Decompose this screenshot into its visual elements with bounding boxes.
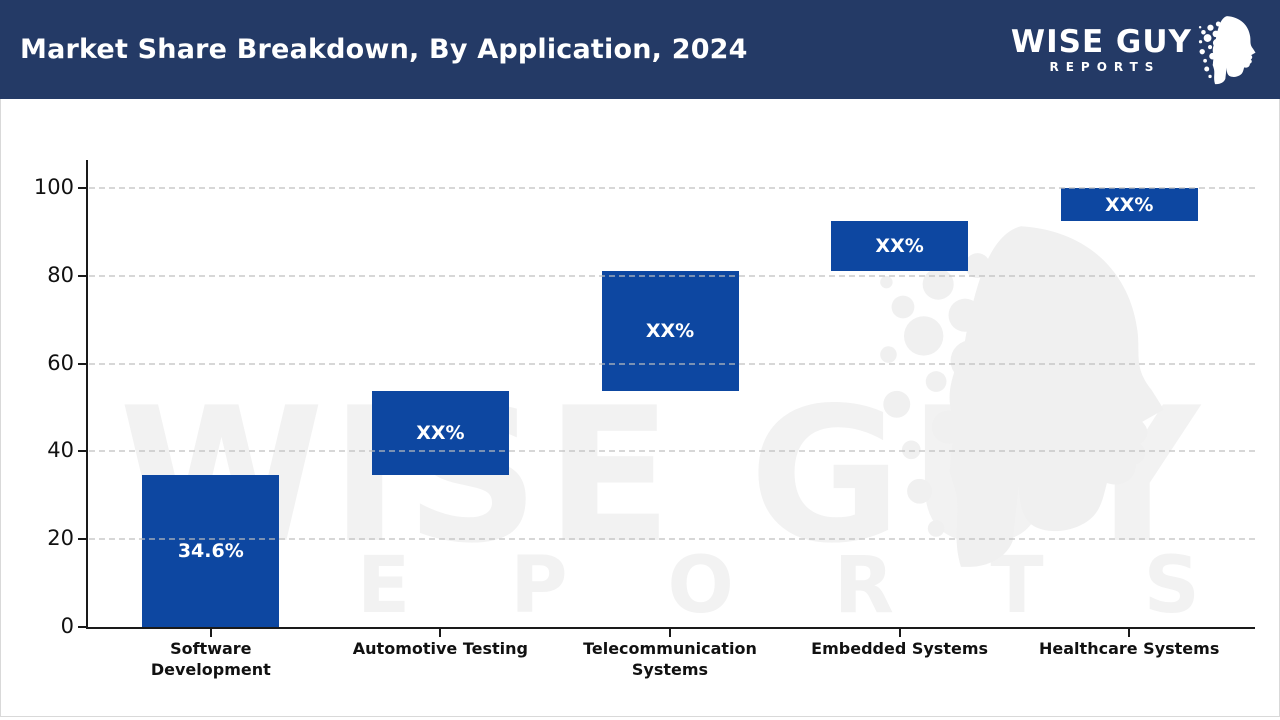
logo-wordmark: WISE GUY — [1010, 23, 1192, 60]
bar-healthcare-systems: XX% — [1060, 188, 1198, 222]
y-tick-80 — [78, 274, 87, 277]
gridline-80 — [89, 274, 1255, 277]
y-tick-0 — [78, 626, 87, 628]
x-tick-embedded-systems — [898, 629, 901, 637]
y-tick-label-80: 80 — [47, 262, 74, 287]
y-tick-label-60: 60 — [47, 350, 74, 375]
y-tick-100 — [78, 187, 87, 189]
y-tick-60 — [78, 362, 87, 365]
x-tick-telecommunication-systems — [669, 629, 671, 637]
gridline-60 — [89, 362, 1255, 365]
bar-value-label-telecommunication-systems: XX% — [645, 319, 695, 342]
x-category-label-embedded-systems: Embedded Systems — [811, 639, 989, 658]
wiseguy-logo-text: WISE GUY REPORTS — [1010, 23, 1192, 74]
x-axis-line — [86, 627, 1255, 629]
gridline-100 — [89, 187, 1255, 189]
y-tick-label-20: 20 — [47, 526, 74, 551]
bar-value-label-embedded-systems: XX% — [875, 234, 924, 257]
y-axis-line — [86, 160, 88, 629]
wiseguy-logo: WISE GUY REPORTS — [1011, 10, 1258, 90]
bar-software-development: 34.6% — [142, 475, 280, 627]
x-tick-automotive-testing — [439, 629, 442, 637]
x-category-label-automotive-testing: Automotive Testing — [352, 639, 528, 658]
x-category-label-healthcare-systems: Healthcare Systems — [1039, 639, 1220, 658]
x-category-label-software-development: Software Development — [150, 639, 271, 679]
x-category-label-telecommunication-systems: Telecommunication Systems — [583, 639, 757, 679]
page-title: Market Share Breakdown, By Application, … — [20, 34, 748, 65]
bar-embedded-systems: XX% — [831, 221, 969, 271]
bar-value-label-software-development: 34.6% — [177, 540, 244, 563]
bar-telecommunication-systems: XX% — [601, 270, 739, 391]
logo-subtitle: REPORTS — [1049, 59, 1161, 74]
y-tick-label-100: 100 — [33, 175, 74, 199]
gridline-20 — [89, 538, 1255, 541]
bar-value-label-healthcare-systems: XX% — [1105, 193, 1154, 216]
x-tick-healthcare-systems — [1128, 629, 1131, 637]
y-tick-40 — [78, 450, 87, 453]
bar-automotive-testing: XX% — [371, 390, 509, 476]
y-tick-20 — [78, 538, 87, 541]
gridline-40 — [89, 450, 1255, 453]
header-bar: Market Share Breakdown, By Application, … — [0, 0, 1280, 99]
bar-value-label-automotive-testing: XX% — [416, 421, 465, 444]
y-tick-label-0: 0 — [60, 614, 74, 638]
y-tick-label-40: 40 — [47, 438, 74, 463]
x-tick-software-development — [209, 629, 212, 637]
